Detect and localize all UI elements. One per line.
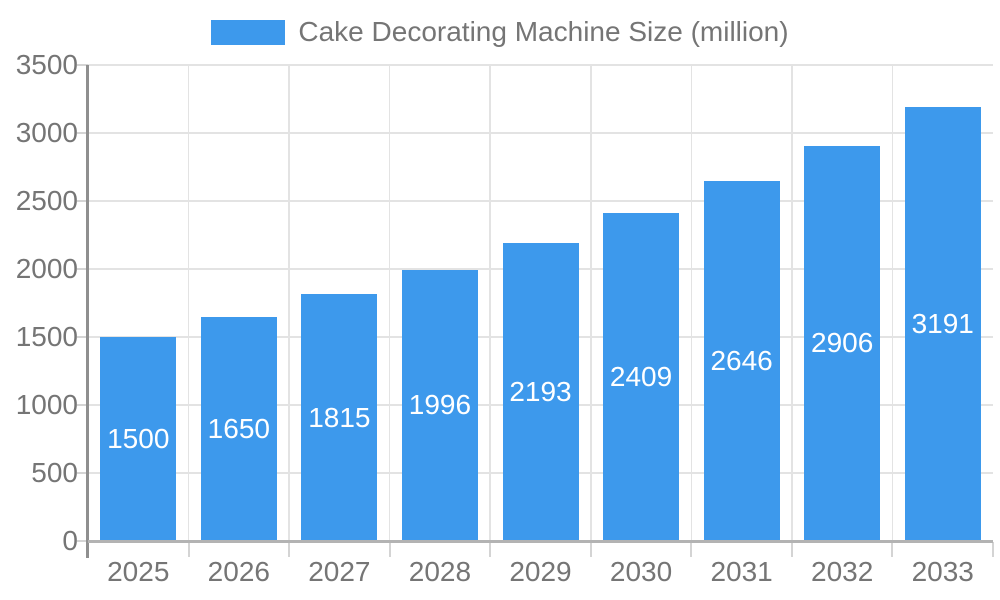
v-gridline — [187, 65, 190, 541]
bar-value-label: 2646 — [710, 345, 773, 377]
bar-value-label: 3191 — [911, 308, 974, 340]
x-tick — [690, 542, 693, 557]
x-tick-label: 2031 — [710, 556, 773, 587]
x-tick — [288, 542, 291, 557]
y-tick-label: 1000 — [15, 389, 78, 420]
bar[interactable]: 3191 — [904, 107, 981, 541]
x-tick — [992, 542, 994, 557]
y-tick — [77, 64, 88, 66]
x-axis-line — [88, 539, 993, 543]
v-gridline — [891, 65, 894, 541]
bar[interactable]: 1500 — [100, 337, 177, 541]
v-gridline — [690, 65, 693, 541]
bar-value-label: 2409 — [609, 361, 673, 393]
h-gridline — [88, 64, 993, 66]
x-tick-label: 2029 — [509, 556, 572, 587]
y-tick — [77, 200, 88, 202]
x-tick-label: 2025 — [107, 556, 170, 587]
bar[interactable]: 2409 — [603, 213, 680, 541]
bar-value-label: 2906 — [811, 327, 874, 359]
x-tick — [187, 542, 190, 557]
x-tick-label: 2033 — [911, 556, 974, 587]
legend-swatch — [211, 19, 286, 45]
y-tick-label: 2500 — [15, 185, 78, 216]
x-tick — [891, 542, 894, 557]
y-axis-line — [86, 65, 89, 558]
y-tick-label: 3000 — [15, 117, 78, 148]
y-tick — [77, 132, 88, 134]
bar[interactable]: 2646 — [703, 181, 780, 541]
bar-value-label: 2193 — [509, 375, 572, 407]
y-tick — [77, 268, 88, 270]
v-gridline — [288, 65, 290, 541]
h-gridline — [88, 200, 993, 202]
x-tick-label: 2032 — [811, 556, 874, 587]
y-tick-label: 2000 — [15, 253, 78, 284]
x-tick — [489, 542, 492, 557]
v-gridline — [489, 65, 491, 541]
bar[interactable]: 2193 — [502, 242, 579, 541]
x-tick — [388, 542, 391, 557]
h-gridline — [88, 132, 993, 134]
v-gridline — [388, 65, 391, 541]
y-tick-label: 500 — [31, 457, 78, 488]
bar-value-label: 1815 — [308, 401, 371, 433]
bar-value-label: 1500 — [107, 423, 170, 454]
plot-area: 1500 1650 1815 1996 2193 2409 2646 2906 3191 — [88, 64, 993, 541]
y-tick — [77, 404, 88, 406]
bar[interactable]: 1815 — [301, 294, 378, 541]
legend-label: Cake Decorating Machine Size (million) — [298, 16, 789, 47]
x-tick-label: 2026 — [207, 556, 270, 587]
v-gridline — [590, 65, 592, 541]
legend[interactable]: Cake Decorating Machine Size (million) — [0, 16, 1000, 48]
v-gridline — [791, 65, 793, 541]
x-tick-label: 2028 — [408, 556, 472, 587]
y-tick-label: 3500 — [15, 49, 78, 80]
bar-value-label: 1996 — [408, 389, 472, 421]
y-tick — [77, 472, 88, 474]
y-tick — [77, 540, 88, 542]
x-tick — [790, 542, 793, 557]
y-tick-label: 1500 — [15, 321, 78, 352]
x-tick-label: 2030 — [609, 556, 673, 587]
bar[interactable]: 1996 — [401, 269, 478, 541]
bar-value-label: 1650 — [207, 412, 270, 444]
y-tick — [77, 336, 88, 338]
bar[interactable]: 2906 — [804, 145, 881, 541]
x-tick — [589, 542, 592, 557]
bar[interactable]: 1650 — [200, 316, 277, 541]
x-tick-label: 2027 — [308, 556, 371, 587]
y-tick-label: 0 — [62, 525, 78, 556]
